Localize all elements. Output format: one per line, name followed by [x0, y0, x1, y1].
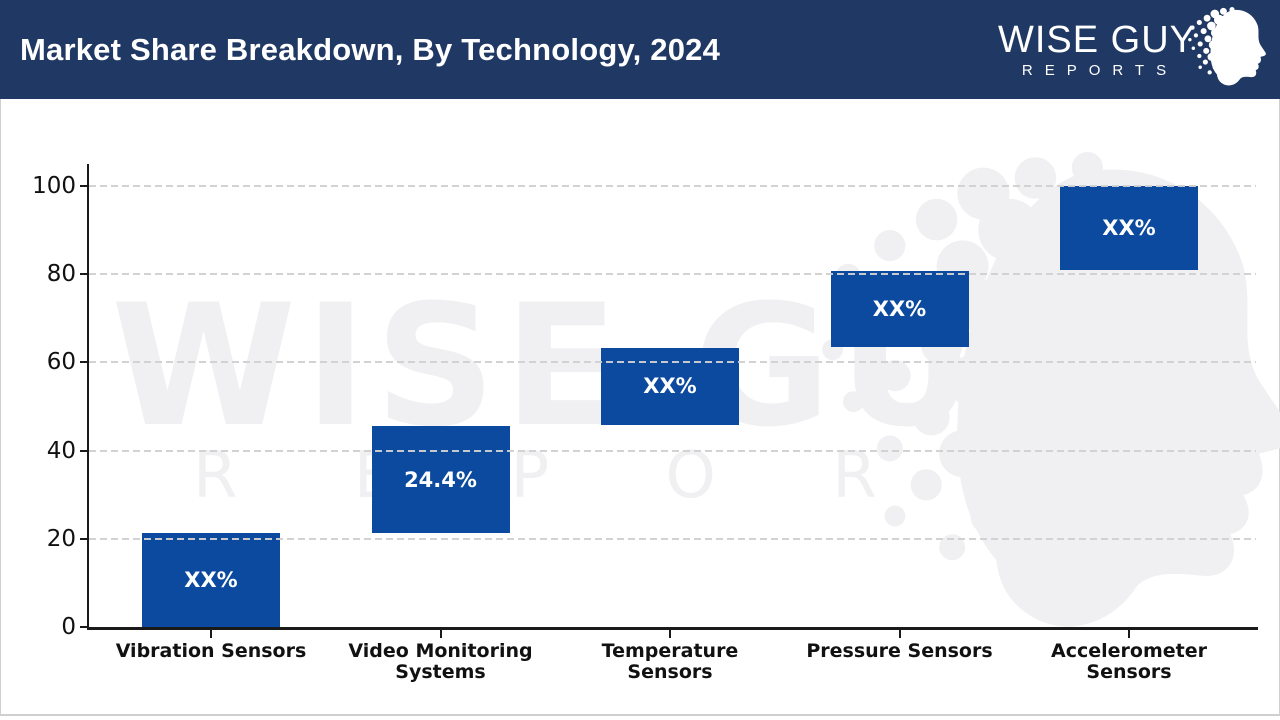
x-tick-label: Pressure Sensors	[785, 641, 1015, 662]
bar-5	[1060, 186, 1198, 270]
header-bar: Market Share Breakdown, By Technology, 2…	[0, 0, 1280, 99]
x-axis-line	[87, 627, 1258, 630]
bar-value-label: XX%	[1102, 215, 1156, 240]
bar-4	[830, 271, 969, 347]
x-tick-mark	[898, 630, 901, 638]
y-tick-mark	[80, 185, 87, 187]
y-tick-label: 60	[46, 349, 76, 376]
logo-subtitle: REPORTS	[1021, 62, 1179, 79]
x-tick-label-line: Temperature	[601, 640, 739, 662]
x-tick-mark	[439, 630, 442, 638]
x-tick-label-line: Sensors	[627, 661, 713, 683]
bar-value-label: 24.4%	[404, 467, 477, 492]
y-tick-mark	[80, 626, 87, 628]
bar-value-label: XX%	[643, 374, 697, 399]
x-tick-label: Temperature Sensors	[555, 641, 785, 683]
y-tick-mark	[80, 449, 87, 452]
x-tick-label: Accelerometer Sensors	[1014, 641, 1244, 683]
x-tick-label-line: Accelerometer	[1051, 640, 1207, 662]
page-title: Market Share Breakdown, By Technology, 2…	[20, 31, 721, 67]
gridline-100	[89, 185, 1256, 187]
y-tick-label: 80	[46, 261, 76, 288]
gridline-20	[89, 537, 1256, 540]
x-tick-label-line: Sensors	[1086, 661, 1172, 683]
wise-guy-reports-logo: WISE GUY REPORTS	[998, 7, 1270, 93]
x-tick-label-line: Pressure Sensors	[806, 640, 993, 662]
x-tick-label: Vibration Sensors	[96, 641, 326, 662]
bar-2	[371, 425, 510, 534]
logo-text: WISE GUY REPORTS	[998, 21, 1196, 79]
bar-value-label: XX%	[872, 297, 927, 322]
x-tick-label-line: Vibration Sensors	[115, 640, 307, 662]
y-tick-label: 20	[46, 525, 76, 552]
gridline-40	[89, 449, 1256, 452]
y-tick-label: 40	[46, 437, 76, 464]
x-tick-mark	[669, 630, 671, 638]
logo-wordmark: WISE GUY	[997, 19, 1196, 61]
x-tick-label-line: Systems	[395, 661, 486, 683]
bar-3	[601, 347, 739, 426]
bar-value-label: XX%	[184, 568, 238, 593]
gridline-80	[89, 273, 1256, 276]
bar-1	[142, 533, 280, 627]
y-axis-line	[87, 164, 89, 630]
x-tick-mark	[1128, 630, 1130, 638]
x-tick-label-line: Video Monitoring	[348, 640, 533, 662]
x-tick-label: Video Monitoring Systems	[326, 641, 556, 683]
y-tick-label: 100	[32, 173, 76, 199]
y-tick-mark	[80, 361, 87, 364]
y-tick-mark	[80, 537, 87, 540]
y-tick-mark	[80, 273, 87, 276]
y-tick-label: 0	[61, 614, 76, 640]
x-tick-mark	[210, 630, 212, 638]
gridline-60	[89, 361, 1256, 364]
